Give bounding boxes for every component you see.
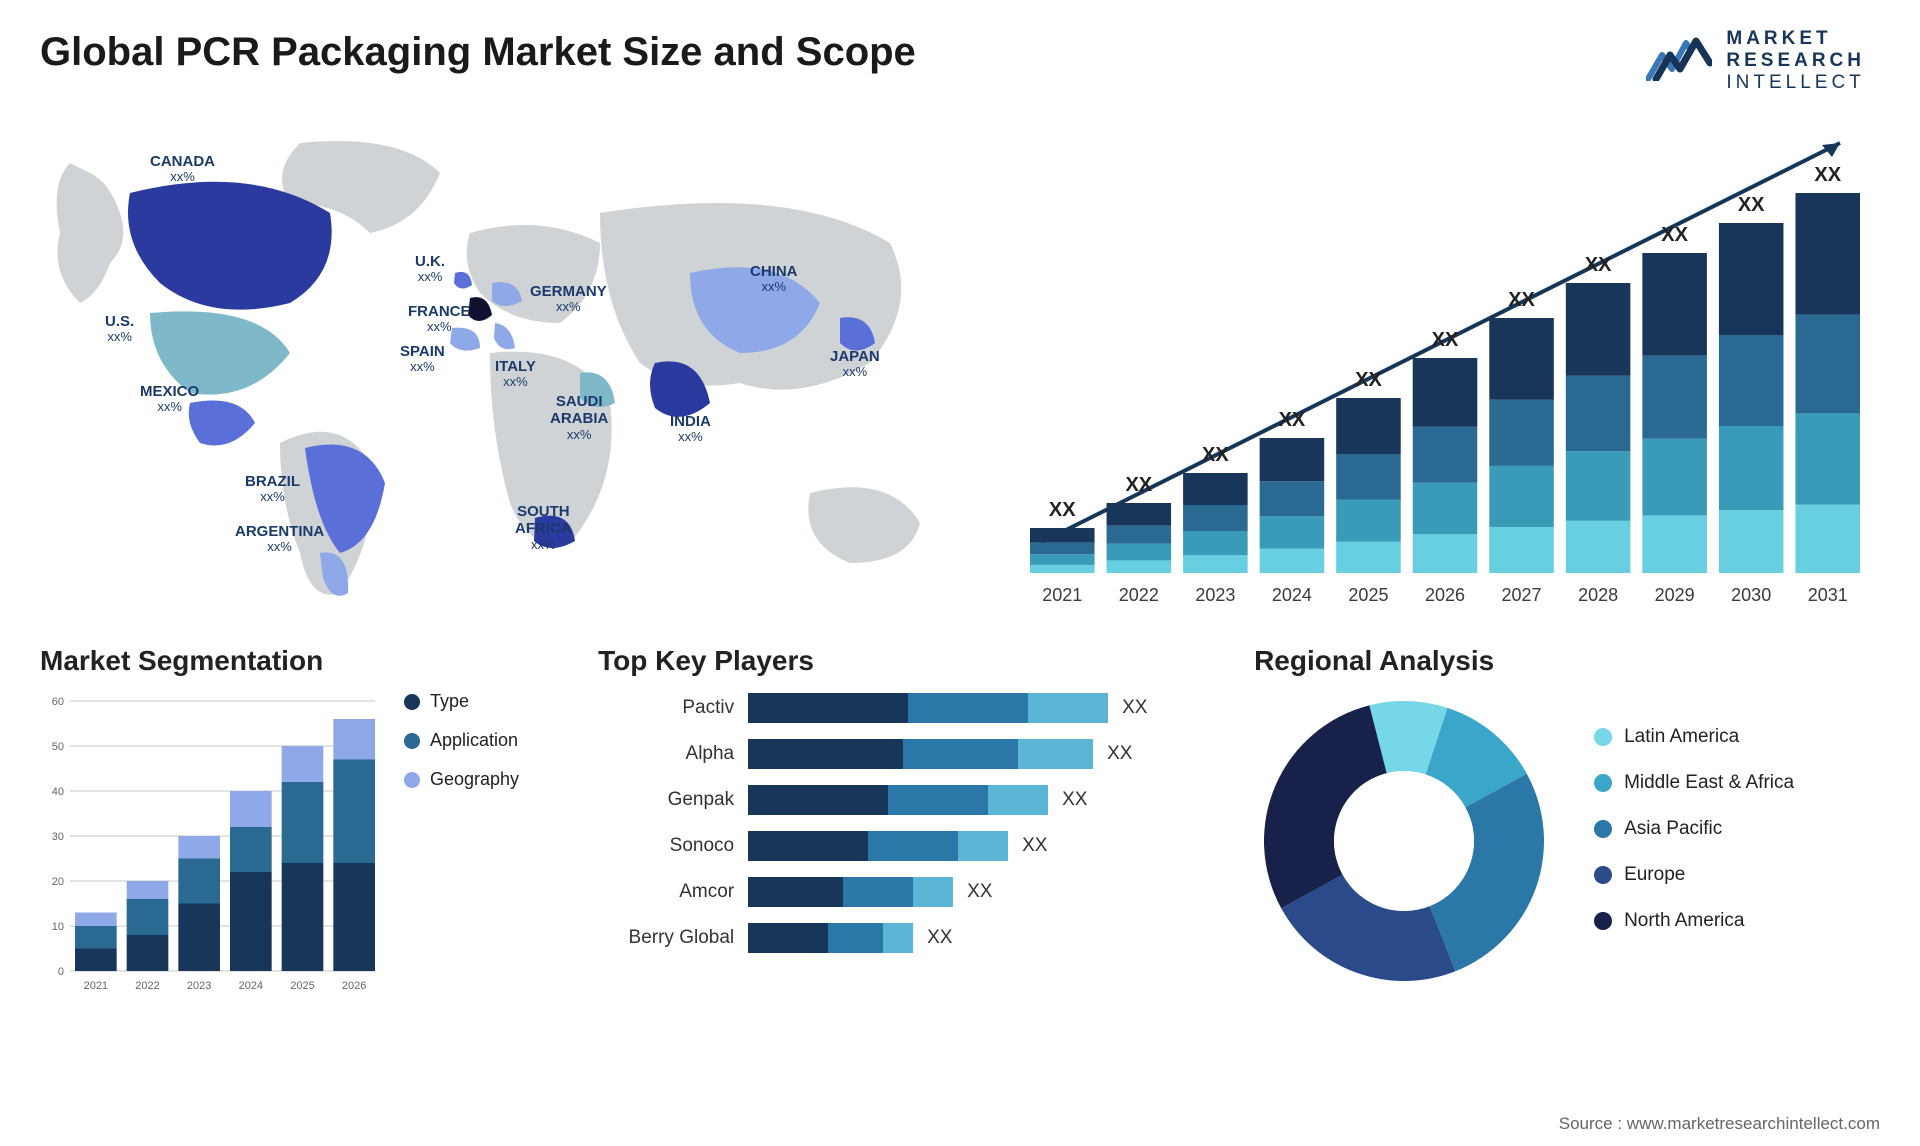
svg-text:XX: XX: [1049, 499, 1076, 521]
map-label: ITALYxx%: [495, 358, 536, 390]
regional-title: Regional Analysis: [1254, 645, 1880, 677]
svg-text:XX: XX: [1585, 254, 1612, 276]
segmentation-panel: Market Segmentation 0 10 20 30 40 50 60 2021 202…: [40, 645, 568, 1001]
regional-donut: [1254, 691, 1554, 991]
brand-logo: MARKET RESEARCH INTELLECT: [1646, 28, 1865, 94]
svg-text:30: 30: [52, 831, 64, 843]
legend-item: Application: [404, 730, 519, 751]
svg-text:10: 10: [52, 921, 64, 933]
svg-text:XX: XX: [1202, 444, 1229, 466]
svg-text:2024: 2024: [1272, 585, 1312, 605]
svg-text:2025: 2025: [290, 980, 314, 992]
svg-text:XX: XX: [1738, 194, 1765, 216]
player-row: GenpakXX: [598, 783, 1224, 817]
svg-text:2025: 2025: [1348, 585, 1388, 605]
legend-item: Geography: [404, 769, 519, 790]
svg-text:2027: 2027: [1502, 585, 1542, 605]
svg-text:2023: 2023: [1195, 585, 1235, 605]
legend-item: Middle East & Africa: [1594, 772, 1794, 794]
logo-mark-icon: [1646, 35, 1712, 86]
regional-panel: Regional Analysis Latin America Middle Ea…: [1254, 645, 1880, 1001]
svg-text:60: 60: [52, 696, 64, 708]
svg-text:2021: 2021: [84, 980, 108, 992]
segmentation-title: Market Segmentation: [40, 645, 568, 677]
map-label: CHINAxx%: [750, 263, 798, 295]
svg-text:50: 50: [52, 741, 64, 753]
map-label: JAPANxx%: [830, 348, 880, 380]
regional-legend: Latin America Middle East & Africa Asia Pa…: [1594, 726, 1794, 956]
map-label: U.K.xx%: [415, 253, 445, 285]
map-label: SPAINxx%: [400, 343, 445, 375]
svg-text:2023: 2023: [187, 980, 211, 992]
segmentation-legend: Type Application Geography: [404, 691, 519, 808]
source-attribution: Source : www.marketresearchintellect.com: [1559, 1114, 1880, 1134]
legend-item: Asia Pacific: [1594, 818, 1794, 840]
map-label: FRANCExx%: [408, 303, 471, 335]
svg-text:2021: 2021: [1042, 585, 1082, 605]
svg-text:2029: 2029: [1655, 585, 1695, 605]
player-row: AmcorXX: [598, 875, 1224, 909]
player-row: Berry GlobalXX: [598, 921, 1224, 955]
svg-text:40: 40: [52, 786, 64, 798]
svg-text:2022: 2022: [1119, 585, 1159, 605]
svg-text:2030: 2030: [1731, 585, 1771, 605]
map-label: MEXICOxx%: [140, 383, 199, 415]
svg-text:2031: 2031: [1808, 585, 1848, 605]
players-panel: Top Key Players PactivXX AlphaXX GenpakXX S…: [598, 645, 1224, 1001]
svg-text:XX: XX: [1432, 329, 1459, 351]
svg-text:XX: XX: [1508, 289, 1535, 311]
player-row: PactivXX: [598, 691, 1224, 725]
map-label: ARGENTINAxx%: [235, 523, 324, 555]
legend-item: Type: [404, 691, 519, 712]
world-map: CANADAxx% U.S.xx% MEXICOxx% BRAZILxx% ARGENT…: [40, 103, 980, 615]
svg-text:XX: XX: [1814, 164, 1841, 186]
svg-text:XX: XX: [1125, 474, 1152, 496]
legend-item: Europe: [1594, 864, 1794, 886]
player-row: AlphaXX: [598, 737, 1224, 771]
player-row: SonocoXX: [598, 829, 1224, 863]
players-title: Top Key Players: [598, 645, 1224, 677]
svg-text:XX: XX: [1661, 224, 1688, 246]
map-label: INDIAxx%: [670, 413, 711, 445]
map-label: SAUDIARABIAxx%: [550, 393, 608, 442]
map-label: U.S.xx%: [105, 313, 134, 345]
legend-item: North America: [1594, 910, 1794, 932]
svg-text:2026: 2026: [342, 980, 366, 992]
svg-text:20: 20: [52, 876, 64, 888]
page-title: Global PCR Packaging Market Size and Sco…: [40, 30, 1880, 75]
growth-bar-chart: XX 2021 XX 2022 XX 2023 XX 2024 XX 2025 XX 2026 XX 20…: [1010, 103, 1880, 615]
segmentation-chart: 0 10 20 30 40 50 60 2021 2022 2023 2024 2025 2026: [40, 691, 380, 1001]
map-label: BRAZILxx%: [245, 473, 300, 505]
svg-text:0: 0: [58, 966, 64, 978]
svg-text:2026: 2026: [1425, 585, 1465, 605]
svg-text:XX: XX: [1355, 369, 1382, 391]
svg-text:2024: 2024: [239, 980, 263, 992]
logo-text: MARKET RESEARCH INTELLECT: [1726, 28, 1865, 94]
svg-text:2022: 2022: [135, 980, 159, 992]
svg-text:XX: XX: [1279, 409, 1306, 431]
map-label: CANADAxx%: [150, 153, 215, 185]
map-label: GERMANYxx%: [530, 283, 607, 315]
legend-item: Latin America: [1594, 726, 1794, 748]
svg-text:2028: 2028: [1578, 585, 1618, 605]
map-label: SOUTHAFRICAxx%: [515, 503, 572, 552]
